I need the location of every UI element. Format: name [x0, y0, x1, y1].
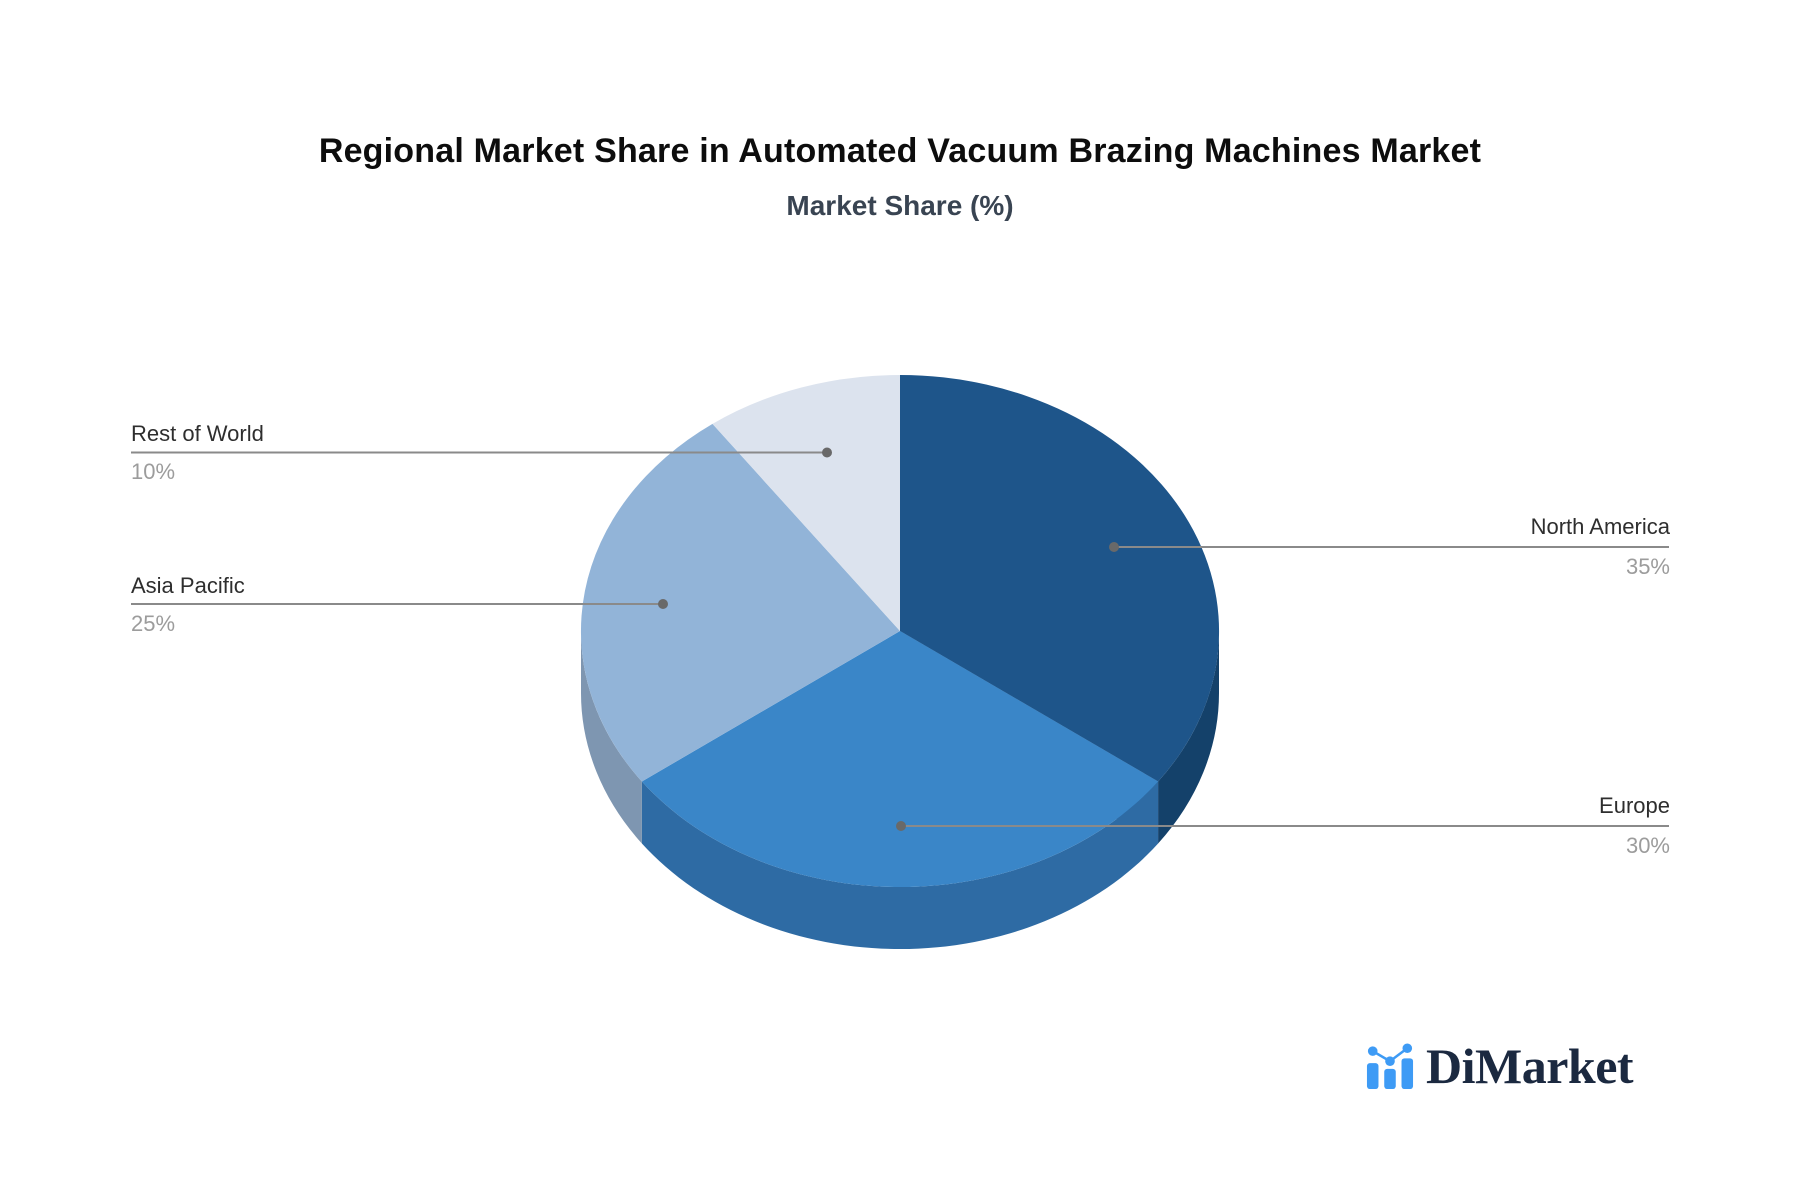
- leader-dot-north-america: [1109, 542, 1119, 552]
- pie-slice-europe[interactable]: [641, 631, 1159, 888]
- bar-line-chart-icon: [1366, 1043, 1414, 1090]
- brand-logo: DiMarket: [1366, 1038, 1634, 1094]
- brand-logo-text: DiMarket: [1426, 1038, 1634, 1094]
- leader-dot-asia-pacific: [658, 599, 668, 609]
- chart-subtitle: Market Share (%): [786, 190, 1014, 221]
- slice-value-rest-of-world: 10%: [131, 459, 176, 484]
- slice-label-north-america: North America: [1530, 514, 1670, 539]
- callout-connectors: [131, 451, 1669, 827]
- callout-dots: [658, 447, 1119, 831]
- slice-value-asia-pacific: 25%: [131, 611, 176, 636]
- chart-title: Regional Market Share in Automated Vacuu…: [318, 132, 1482, 170]
- leader-dot-europe: [896, 821, 906, 831]
- pie-slice-asia-pacific[interactable]: [580, 423, 900, 782]
- slice-label-europe: Europe: [1599, 793, 1670, 818]
- slice-value-europe: 30%: [1625, 833, 1670, 858]
- slice-label-asia-pacific: Asia Pacific: [131, 573, 245, 598]
- pie-slice-rest-of-world[interactable]: [712, 375, 901, 631]
- pie-slice-north-america[interactable]: [900, 374, 1220, 782]
- pie-3d-group: [580, 374, 1220, 950]
- slice-label-rest-of-world: Rest of World: [131, 421, 264, 446]
- pie-slice-side-asia-pacific: [580, 631, 642, 844]
- leader-dot-rest-of-world: [822, 447, 832, 458]
- slice-value-north-america: 35%: [1625, 554, 1670, 579]
- pie-slice-side-north-america: [1158, 631, 1219, 844]
- pie-slice-side-europe: [641, 781, 1159, 950]
